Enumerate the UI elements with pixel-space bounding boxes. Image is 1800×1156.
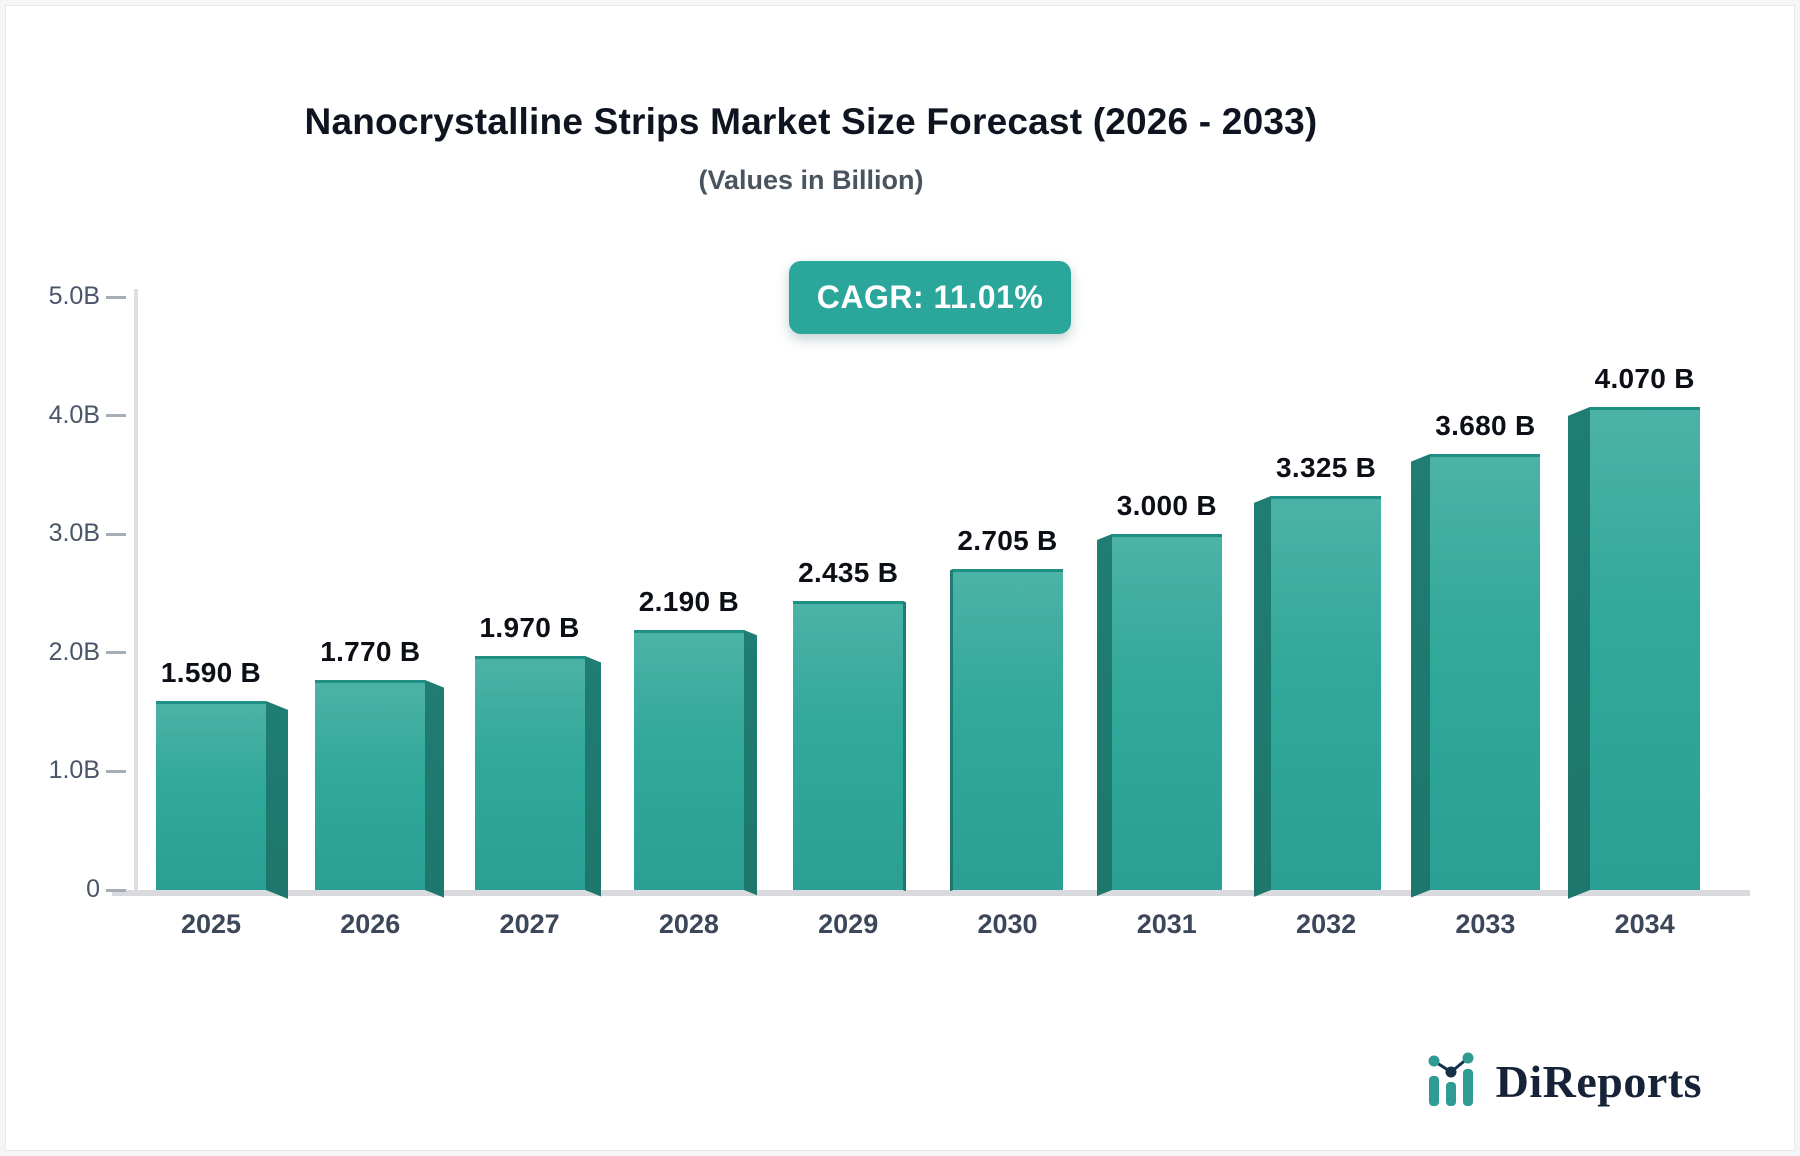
y-tick-dash-0 [106,888,126,892]
bar-side-2029 [903,601,907,892]
bar-2028 [633,630,744,890]
bar-chart-plot: 5.0B 4.0B 3.0B 2.0B 1.0B 0 1.590 B 2025 1.770 B 2… [6,6,1794,1150]
bar-side-2031 [1096,534,1112,897]
value-label-2025: 1.590 B [160,657,262,689]
value-label-2029: 2.435 B [798,557,899,589]
y-tick-dash-5.0B [106,295,126,299]
value-label-2033: 3.680 B [1435,409,1536,441]
bar-2025 [156,701,266,890]
brand-logo: DiReports [1426,1052,1702,1110]
bar-2032 [1271,495,1382,890]
x-axis-label-2029: 2029 [818,909,879,939]
bar-2026 [315,680,426,890]
bar-side-2025 [266,701,288,899]
bar-2029 [793,601,904,890]
y-axis-label-0: 0 [86,875,100,903]
value-label-2028: 2.190 B [638,586,739,618]
y-axis-label-3.0B: 3.0B [48,519,100,548]
value-label-2030: 2.705 B [957,525,1058,557]
x-axis-label-2031: 2031 [1136,909,1197,939]
y-axis-label-4.0B: 4.0B [48,400,100,429]
y-axis-label-5.0B: 5.0B [48,282,100,310]
logo-text: DiReports [1495,1055,1702,1107]
y-tick-dash-1.0B [106,769,126,773]
x-axis-label-2028: 2028 [658,909,719,939]
header: Nanocrystalline Strips Market Size Forec… [6,101,1616,196]
x-axis-label-2027: 2027 [499,909,560,939]
logo-bar-line-chart-icon [1428,1052,1474,1106]
bar-side-2033 [1411,453,1431,898]
value-label-2032: 3.325 B [1276,451,1377,483]
bar-side-2028 [743,630,757,896]
bar-2030 [952,569,1063,890]
cagr-badge: CAGR: 11.01% [789,261,1071,334]
value-label-2026: 1.770 B [320,636,421,668]
x-axis-label-2030: 2030 [977,909,1038,939]
y-tick-dash-4.0B [106,414,126,418]
value-label-2027: 1.970 B [479,612,580,644]
page-title: Nanocrystalline Strips Market Size Forec… [304,101,1318,142]
bar-side-2032 [1254,495,1272,897]
bar-2034 [1589,407,1700,890]
y-axis-line [134,289,138,890]
x-axis-label-2033: 2033 [1455,909,1516,939]
bar-2033 [1430,453,1541,890]
bar-side-2034 [1567,407,1590,899]
chart-card: Nanocrystalline Strips Market Size Forec… [5,5,1795,1151]
x-axis-label-2026: 2026 [340,909,401,939]
y-axis-label-2.0B: 2.0B [48,637,100,666]
y-tick-dash-2.0B [106,651,126,655]
x-axis-label-2034: 2034 [1614,909,1675,939]
value-label-2034: 4.070 B [1594,363,1695,395]
y-tick-dash-3.0B [106,532,126,536]
bar-side-2026 [425,680,445,898]
bar-side-2027 [584,656,601,897]
bar-2027 [474,656,585,890]
value-label-2031: 3.000 B [1116,490,1217,522]
y-axis-label-1.0B: 1.0B [48,756,100,785]
x-axis-line [112,890,1750,896]
x-axis-label-2032: 2032 [1296,909,1357,939]
bar-2031 [1111,534,1222,890]
page-subtitle: (Values in Billion) [698,165,924,195]
x-axis-label-2025: 2025 [180,909,242,939]
cagr-badge-label: CAGR: 11.01% [816,279,1044,315]
